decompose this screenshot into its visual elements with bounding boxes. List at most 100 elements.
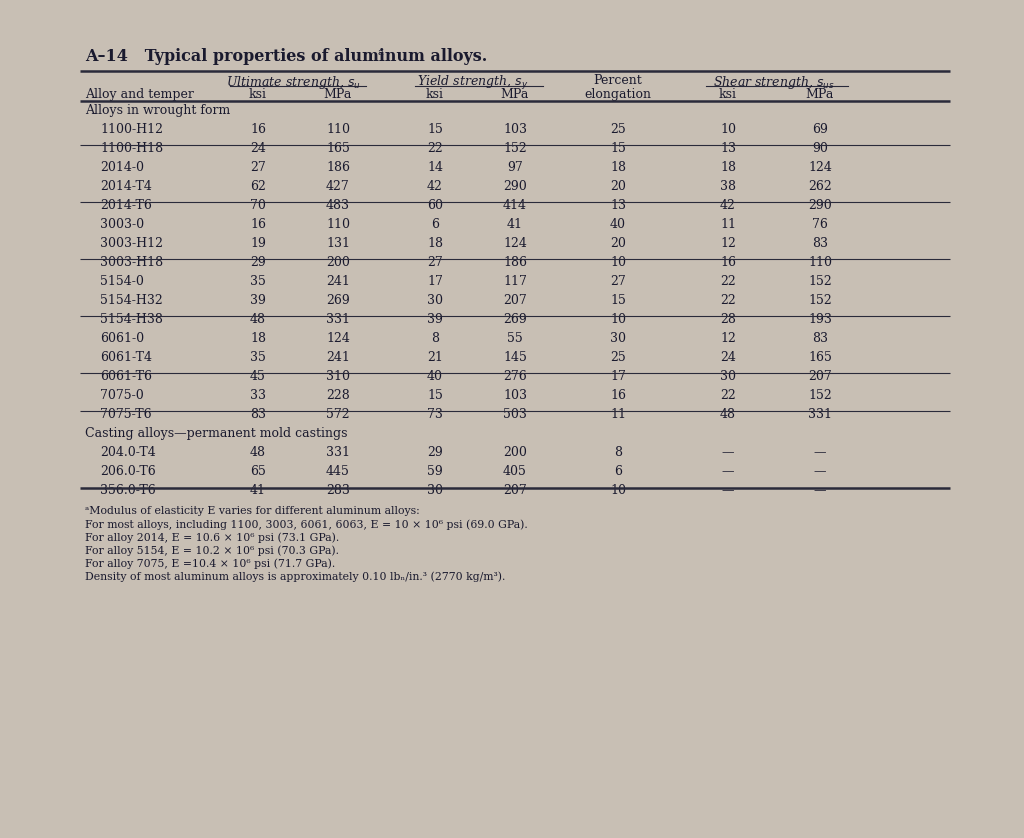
Text: 83: 83 — [812, 237, 828, 250]
Text: 110: 110 — [326, 123, 350, 136]
Text: 6061-T4: 6061-T4 — [100, 351, 152, 364]
Text: 20: 20 — [610, 180, 626, 193]
Text: 11: 11 — [610, 408, 626, 421]
Text: 152: 152 — [808, 275, 831, 288]
Text: 29: 29 — [427, 446, 442, 459]
Text: 16: 16 — [610, 389, 626, 402]
Text: 1100-H12: 1100-H12 — [100, 123, 163, 136]
Text: 22: 22 — [720, 389, 736, 402]
Text: 152: 152 — [503, 142, 527, 155]
Text: 5154-0: 5154-0 — [100, 275, 144, 288]
Text: 124: 124 — [326, 332, 350, 345]
Text: 331: 331 — [326, 313, 350, 326]
Text: 8: 8 — [431, 332, 439, 345]
Text: 3003-0: 3003-0 — [100, 218, 144, 231]
Text: 29: 29 — [250, 256, 266, 269]
Text: 405: 405 — [503, 465, 527, 478]
Text: 70: 70 — [250, 199, 266, 212]
Text: 145: 145 — [503, 351, 527, 364]
Text: 13: 13 — [610, 199, 626, 212]
Text: 59: 59 — [427, 465, 442, 478]
Text: Percent: Percent — [594, 74, 642, 87]
Text: —: — — [722, 465, 734, 478]
Text: 17: 17 — [427, 275, 443, 288]
Text: 103: 103 — [503, 123, 527, 136]
Text: 38: 38 — [720, 180, 736, 193]
Text: 90: 90 — [812, 142, 828, 155]
Text: 10: 10 — [610, 313, 626, 326]
Text: 15: 15 — [610, 142, 626, 155]
Text: 12: 12 — [720, 237, 736, 250]
Text: 572: 572 — [327, 408, 350, 421]
Text: 73: 73 — [427, 408, 443, 421]
Text: 10: 10 — [610, 484, 626, 497]
Text: 165: 165 — [808, 351, 831, 364]
Text: 48: 48 — [250, 446, 266, 459]
Text: MPa: MPa — [324, 88, 352, 101]
Text: Ultimate strength, $s_u$: Ultimate strength, $s_u$ — [225, 74, 360, 91]
Text: For alloy 7075, E =10.4 × 10⁶ psi (71.7 GPa).: For alloy 7075, E =10.4 × 10⁶ psi (71.7 … — [85, 558, 335, 568]
Text: 83: 83 — [250, 408, 266, 421]
Text: 22: 22 — [720, 275, 736, 288]
Text: 97: 97 — [507, 161, 523, 174]
Text: 25: 25 — [610, 123, 626, 136]
Text: 2014-T4: 2014-T4 — [100, 180, 152, 193]
Text: 41: 41 — [507, 218, 523, 231]
Text: 18: 18 — [427, 237, 443, 250]
Text: 76: 76 — [812, 218, 828, 231]
Text: 27: 27 — [610, 275, 626, 288]
Text: 445: 445 — [326, 465, 350, 478]
Text: 310: 310 — [326, 370, 350, 383]
Text: 22: 22 — [427, 142, 442, 155]
Text: 5154-H32: 5154-H32 — [100, 294, 163, 307]
Text: 21: 21 — [427, 351, 443, 364]
Text: 35: 35 — [250, 351, 266, 364]
Text: Alloy and temper: Alloy and temper — [85, 88, 194, 101]
Text: 27: 27 — [250, 161, 266, 174]
Text: 7075-T6: 7075-T6 — [100, 408, 152, 421]
Text: 427: 427 — [326, 180, 350, 193]
Text: ksi: ksi — [249, 88, 267, 101]
Text: 15: 15 — [427, 389, 443, 402]
Text: —: — — [814, 465, 826, 478]
Text: 3003-H12: 3003-H12 — [100, 237, 163, 250]
Text: —: — — [722, 446, 734, 459]
Text: 228: 228 — [326, 389, 350, 402]
Text: 48: 48 — [250, 313, 266, 326]
Text: Density of most aluminum alloys is approximately 0.10 lbₙ/in.³ (2770 kg/m³).: Density of most aluminum alloys is appro… — [85, 571, 506, 582]
Text: 241: 241 — [326, 351, 350, 364]
Text: 186: 186 — [503, 256, 527, 269]
Text: 204.0-T4: 204.0-T4 — [100, 446, 156, 459]
Text: 3003-H18: 3003-H18 — [100, 256, 163, 269]
Text: 18: 18 — [250, 332, 266, 345]
Text: 200: 200 — [326, 256, 350, 269]
Text: MPa: MPa — [806, 88, 835, 101]
Text: 206.0-T6: 206.0-T6 — [100, 465, 156, 478]
Text: 6: 6 — [431, 218, 439, 231]
Text: MPa: MPa — [501, 88, 529, 101]
Text: 33: 33 — [250, 389, 266, 402]
Text: a: a — [378, 48, 384, 57]
Text: 331: 331 — [326, 446, 350, 459]
Text: 356.0-T6: 356.0-T6 — [100, 484, 156, 497]
Text: 60: 60 — [427, 199, 443, 212]
Text: 6: 6 — [614, 465, 622, 478]
Text: 262: 262 — [808, 180, 831, 193]
Text: 207: 207 — [808, 370, 831, 383]
Text: 45: 45 — [250, 370, 266, 383]
Text: Casting alloys—permanent mold castings: Casting alloys—permanent mold castings — [85, 427, 347, 440]
Text: 65: 65 — [250, 465, 266, 478]
Text: 39: 39 — [427, 313, 443, 326]
Text: 14: 14 — [427, 161, 443, 174]
Text: 283: 283 — [326, 484, 350, 497]
Text: For alloy 5154, E = 10.2 × 10⁶ psi (70.3 GPa).: For alloy 5154, E = 10.2 × 10⁶ psi (70.3… — [85, 545, 339, 556]
Text: 28: 28 — [720, 313, 736, 326]
Text: 5154-H38: 5154-H38 — [100, 313, 163, 326]
Text: 331: 331 — [808, 408, 831, 421]
Text: elongation: elongation — [585, 88, 651, 101]
Text: 117: 117 — [503, 275, 527, 288]
Text: 8: 8 — [614, 446, 622, 459]
Text: 193: 193 — [808, 313, 831, 326]
Text: 200: 200 — [503, 446, 527, 459]
Text: 152: 152 — [808, 294, 831, 307]
